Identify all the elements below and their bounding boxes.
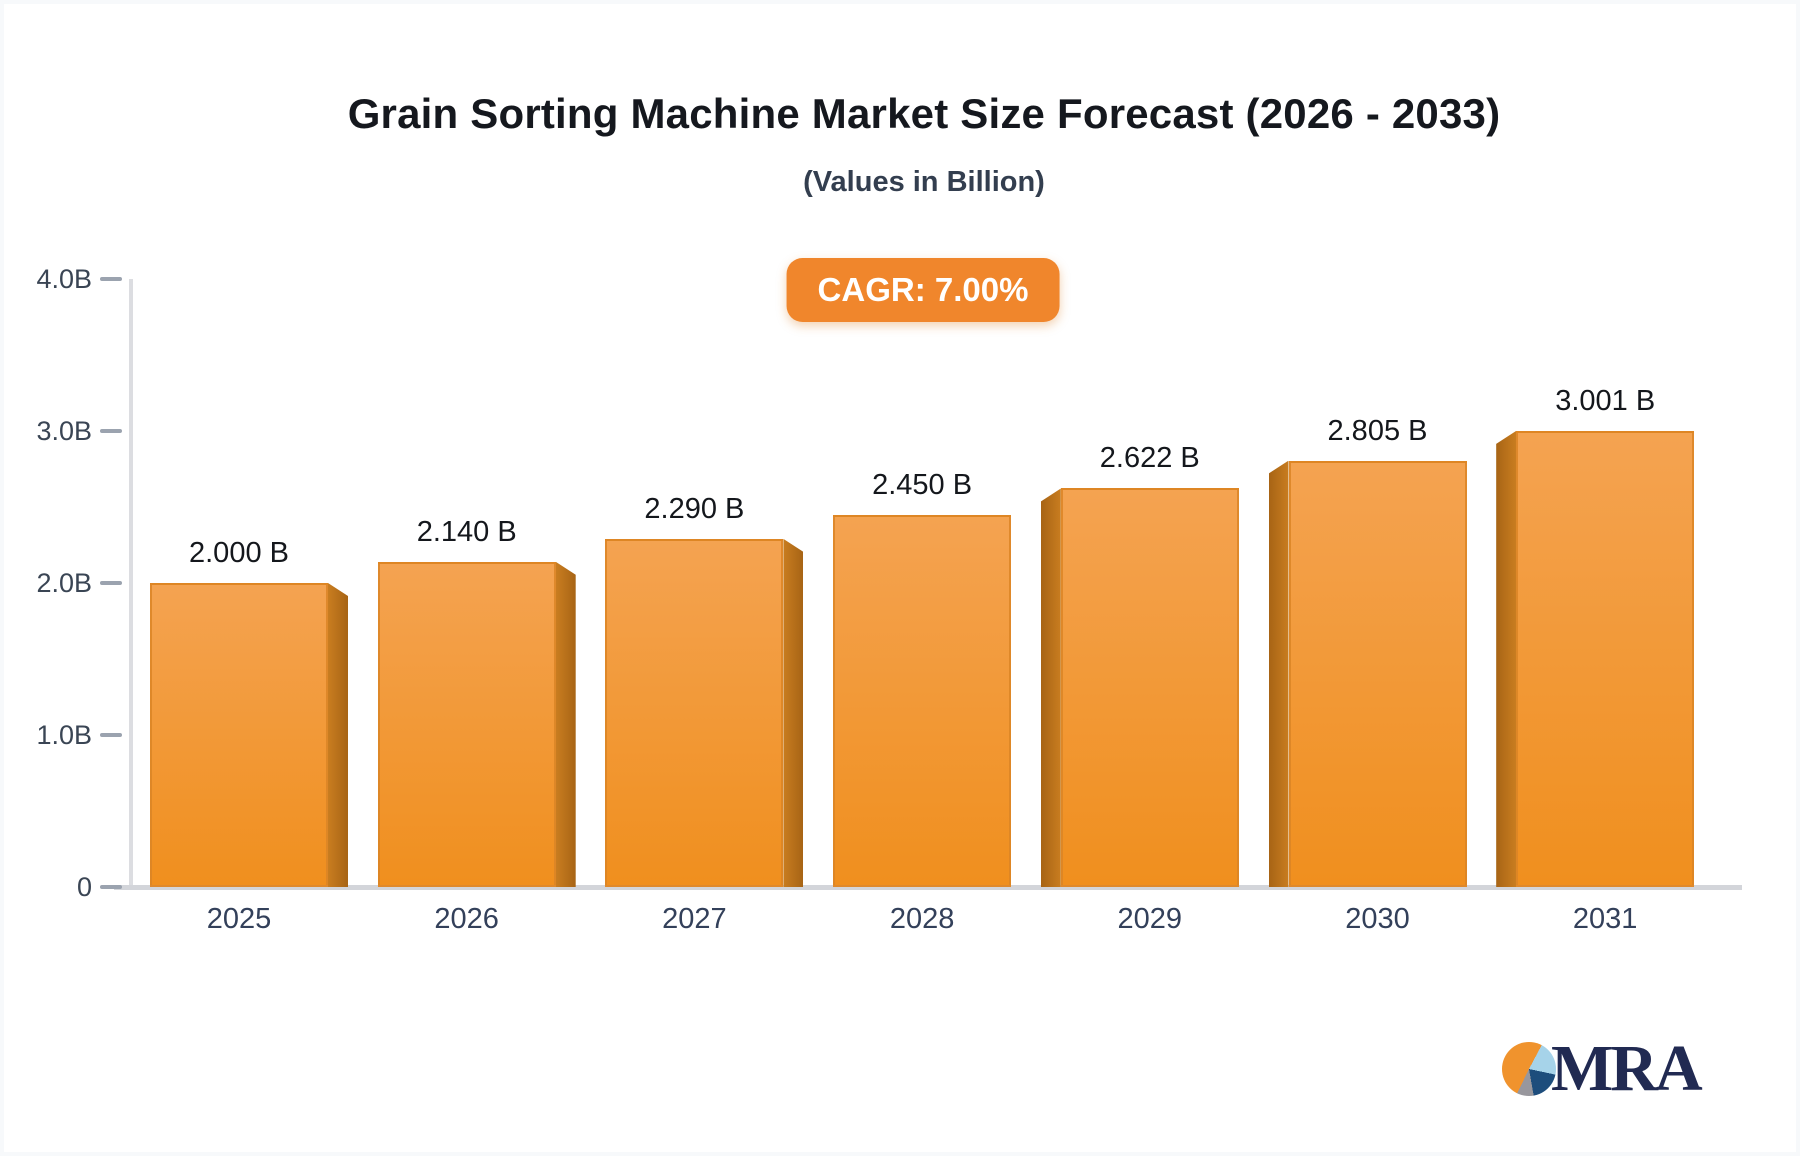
y-axis-label: 0 <box>76 872 92 902</box>
mra-logo: MRA <box>1502 1032 1703 1105</box>
bar-value-label: 2.450 B <box>872 468 973 501</box>
y-axis-label: 1.0B <box>36 720 92 750</box>
y-axis-tick <box>100 885 122 889</box>
bar-2026[interactable] <box>377 561 556 887</box>
bar-value-label: 3.001 B <box>1555 384 1656 417</box>
y-axis-tick <box>100 429 122 433</box>
bar-2029[interactable] <box>1060 488 1239 887</box>
bar-2025[interactable] <box>150 583 328 887</box>
x-axis-category-label: 2029 <box>1117 903 1183 935</box>
y-axis-line <box>129 279 133 887</box>
bar-value-label: 2.000 B <box>189 537 289 569</box>
x-axis-category-label: 2025 <box>206 903 272 935</box>
mra-logo-pie-icon <box>1502 1042 1556 1096</box>
bar-value-label: 2.290 B <box>644 492 745 525</box>
chart-subtitle: (Values in Billion) <box>803 166 1045 198</box>
bar-side-face <box>1040 488 1061 887</box>
bar-2031[interactable] <box>1516 430 1695 887</box>
bar-2028[interactable] <box>833 514 1012 887</box>
cagr-badge: CAGR: 7.00% <box>786 258 1060 322</box>
bar-2027[interactable] <box>605 538 784 887</box>
x-axis-line <box>114 885 1742 890</box>
bar-value-label: 2.805 B <box>1327 414 1428 447</box>
bar-2030[interactable] <box>1288 460 1467 887</box>
chart-title: Grain Sorting Machine Market Size Foreca… <box>347 90 1501 137</box>
bar-side-face <box>783 538 804 887</box>
y-axis-label: 3.0B <box>36 416 92 446</box>
y-axis-label: 4.0B <box>36 264 92 294</box>
x-axis-category-label: 2030 <box>1345 903 1410 935</box>
x-axis-category-label: 2031 <box>1572 903 1638 935</box>
bar-side-face <box>1496 430 1517 887</box>
y-axis-tick <box>100 733 122 737</box>
bar-side-face <box>1268 460 1289 887</box>
mra-logo-text: MRA <box>1551 1032 1703 1105</box>
x-axis-category-label: 2027 <box>662 903 727 935</box>
bar-side-face <box>328 583 348 887</box>
y-axis-tick <box>100 581 122 585</box>
x-axis-category-label: 2026 <box>434 903 499 935</box>
y-axis-tick <box>100 277 122 281</box>
bar-side-face <box>555 561 576 887</box>
x-axis-category-label: 2028 <box>889 903 955 935</box>
y-axis-label: 2.0B <box>36 568 92 598</box>
bar-value-label: 2.622 B <box>1099 442 1200 475</box>
bar-value-label: 2.140 B <box>416 515 517 548</box>
